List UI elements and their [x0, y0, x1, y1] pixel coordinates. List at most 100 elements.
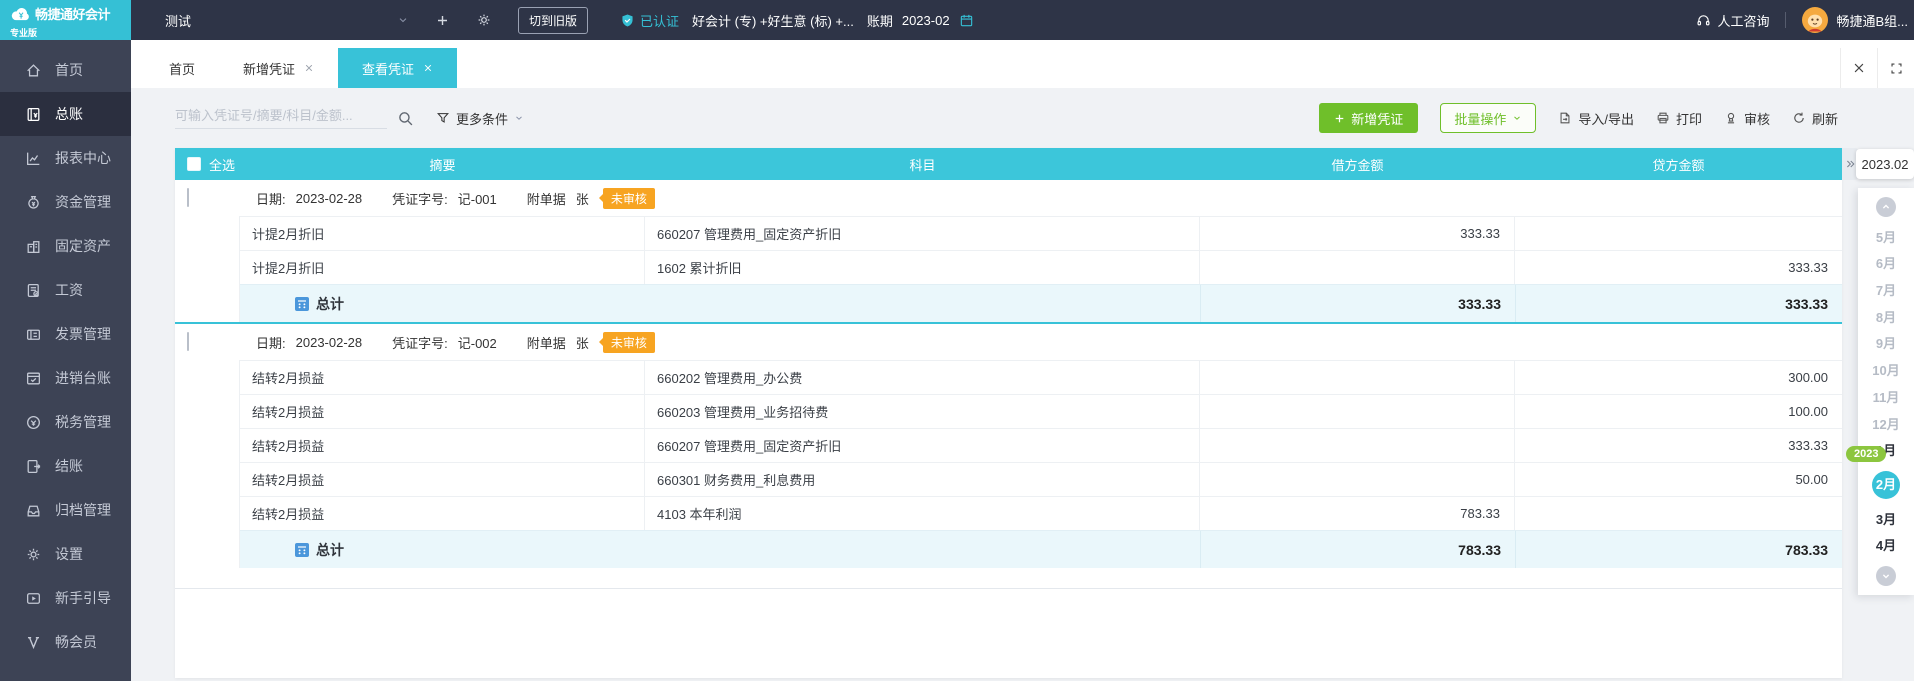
sidebar-item-general-ledger[interactable]: 总账	[0, 92, 131, 136]
cell-account: 660202 管理费用_办公费	[645, 360, 1200, 394]
total-label: 总计	[316, 541, 344, 558]
sidebar-item-home[interactable]: 首页	[0, 48, 131, 92]
accounting-period: 账期 2023-02	[867, 11, 974, 30]
cell-account: 4103 本年利润	[645, 496, 1200, 530]
app-title: 畅捷通好会计	[35, 7, 111, 22]
sidebar-item-invoices[interactable]: 发票管理	[0, 312, 131, 356]
sidebar-item-payroll[interactable]: 工资	[0, 268, 131, 312]
sidebar-item-tax[interactable]: 税务管理	[0, 400, 131, 444]
printer-icon	[1656, 111, 1670, 125]
month-selector-panel: 2023 5月 6月 7月 8月 9月 10月 11月 12月 1月 2月 3月…	[1846, 188, 1914, 595]
sidebar-item-guide[interactable]: 新手引导	[0, 576, 131, 620]
inout-ledger-icon	[25, 370, 42, 387]
voucher-entry-row[interactable]: 计提2月折旧 660207 管理费用_固定资产折旧 333.33	[175, 216, 1842, 250]
tab-controls	[1840, 48, 1914, 88]
month-item[interactable]: 3月	[1875, 511, 1897, 527]
total-credit: 783.33	[1515, 531, 1842, 568]
month-item-selected[interactable]: 2月	[1872, 470, 1900, 499]
current-period-chip: 2023.02	[1856, 149, 1914, 179]
topbar-divider	[1785, 12, 1787, 28]
cell-account: 660203 管理费用_业务招待费	[645, 394, 1200, 428]
account-switcher[interactable]: 测试	[165, 11, 409, 30]
voucher-entry-row[interactable]: 结转2月损益 4103 本年利润 783.33	[175, 496, 1842, 530]
sidebar-item-membership[interactable]: 畅会员	[0, 620, 131, 664]
audit-button[interactable]: 审核	[1724, 109, 1770, 128]
cell-summary: 结转2月损益	[240, 360, 645, 394]
total-credit: 333.33	[1515, 285, 1842, 322]
content-area: 首页 新增凭证 查看凭证 更多条件	[131, 40, 1914, 681]
voucher-date: 2023-02-28	[295, 334, 363, 350]
live-support-link[interactable]: 人工咨询	[1696, 11, 1769, 30]
add-voucher-button[interactable]: 新增凭证	[1319, 103, 1419, 133]
month-item[interactable]: 8月	[1875, 309, 1897, 325]
search-icon[interactable]	[397, 110, 414, 127]
voucher-group-header[interactable]: 日期: 2023-02-28 凭证字号: 记-001 附单据 张 未审核	[175, 180, 1842, 216]
avatar[interactable]	[1802, 7, 1829, 33]
voucher-entry-row[interactable]: 结转2月损益 660301 财务费用_利息费用 50.00	[175, 462, 1842, 496]
tab-view-voucher[interactable]: 查看凭证	[338, 48, 458, 88]
month-item[interactable]: 11月	[1872, 389, 1900, 405]
row-checkbox[interactable]	[187, 332, 189, 351]
cell-debit	[1200, 360, 1515, 394]
search-input[interactable]	[175, 107, 387, 123]
app-logo: 畅捷通好会计 专业版	[0, 0, 131, 40]
voucher-entry-row[interactable]: 计提2月折旧 1602 累计折旧 333.33	[175, 250, 1842, 284]
tab-new-voucher[interactable]: 新增凭证	[219, 48, 338, 88]
switch-old-version-button[interactable]: 切到旧版	[518, 6, 589, 34]
sidebar-item-funds[interactable]: 资金管理	[0, 180, 131, 224]
calendar-icon[interactable]	[959, 13, 974, 28]
month-item[interactable]: 10月	[1872, 363, 1900, 379]
sidebar-item-settings[interactable]: 设置	[0, 532, 131, 576]
month-item[interactable]: 6月	[1875, 256, 1897, 272]
workspace: 更多条件 新增凭证 批量操作 导入/导出 打印	[131, 88, 1914, 681]
month-item[interactable]: 9月	[1875, 336, 1897, 352]
voucher-number: 记-002	[457, 335, 497, 351]
month-item[interactable]: 4月	[1875, 538, 1897, 554]
shield-icon	[620, 13, 635, 28]
more-filters-button[interactable]: 更多条件	[436, 109, 524, 128]
headset-icon	[1696, 13, 1711, 28]
voucher-group-header[interactable]: 日期: 2023-02-28 凭证字号: 记-002 附单据 张 未审核	[175, 324, 1842, 360]
import-export-button[interactable]: 导入/导出	[1558, 109, 1634, 128]
account-name: 测试	[165, 13, 192, 29]
row-checkbox[interactable]	[187, 188, 189, 207]
user-name[interactable]: 畅捷通B组...	[1836, 13, 1908, 29]
tab-home[interactable]: 首页	[169, 61, 196, 77]
voucher-entry-row[interactable]: 结转2月损益 660202 管理费用_办公费 300.00	[175, 360, 1842, 394]
voucher-entry-row[interactable]: 结转2月损益 660203 管理费用_业务招待费 100.00	[175, 394, 1842, 428]
add-account-icon[interactable]	[435, 13, 450, 28]
batch-operations-button[interactable]: 批量操作	[1440, 103, 1537, 133]
gear-icon[interactable]	[476, 12, 492, 28]
close-icon[interactable]	[304, 63, 314, 73]
period-value: 2023-02	[901, 12, 950, 28]
support-label: 人工咨询	[1717, 13, 1770, 29]
column-header-account: 科目	[909, 157, 936, 173]
month-item[interactable]: 7月	[1875, 283, 1897, 299]
scroll-down-icon[interactable]	[1876, 565, 1896, 586]
select-all-checkbox[interactable]	[187, 157, 201, 171]
period-label: 账期	[866, 13, 893, 29]
total-debit: 783.33	[1200, 531, 1515, 568]
sidebar-item-archive[interactable]: 归档管理	[0, 488, 131, 532]
cloud-logo-icon	[10, 6, 31, 22]
panel-collapse-icon[interactable]	[1842, 148, 1858, 180]
refresh-button[interactable]: 刷新	[1792, 109, 1838, 128]
cell-summary: 结转2月损益	[240, 394, 645, 428]
voucher-entry-row[interactable]: 结转2月损益 660207 管理费用_固定资产折旧 333.33	[175, 428, 1842, 462]
cell-credit: 50.00	[1515, 462, 1842, 496]
sidebar-item-closing[interactable]: 结账	[0, 444, 131, 488]
close-all-tabs-icon[interactable]	[1840, 48, 1877, 88]
month-item[interactable]: 5月	[1875, 229, 1897, 245]
home-icon	[25, 62, 42, 79]
close-icon[interactable]	[423, 63, 433, 73]
sidebar-item-fixed-assets[interactable]: 固定资产	[0, 224, 131, 268]
sidebar-item-report-center[interactable]: 报表中心	[0, 136, 131, 180]
calculator-icon	[295, 296, 309, 311]
print-button[interactable]: 打印	[1656, 109, 1702, 128]
certified-badge[interactable]: 已认证	[620, 11, 679, 30]
scroll-up-icon[interactable]	[1876, 197, 1896, 217]
cell-summary: 计提2月折旧	[240, 250, 645, 284]
fullscreen-icon[interactable]	[1877, 48, 1914, 88]
month-item[interactable]: 12月	[1872, 416, 1900, 432]
sidebar-item-trade-ledger[interactable]: 进销台账	[0, 356, 131, 400]
